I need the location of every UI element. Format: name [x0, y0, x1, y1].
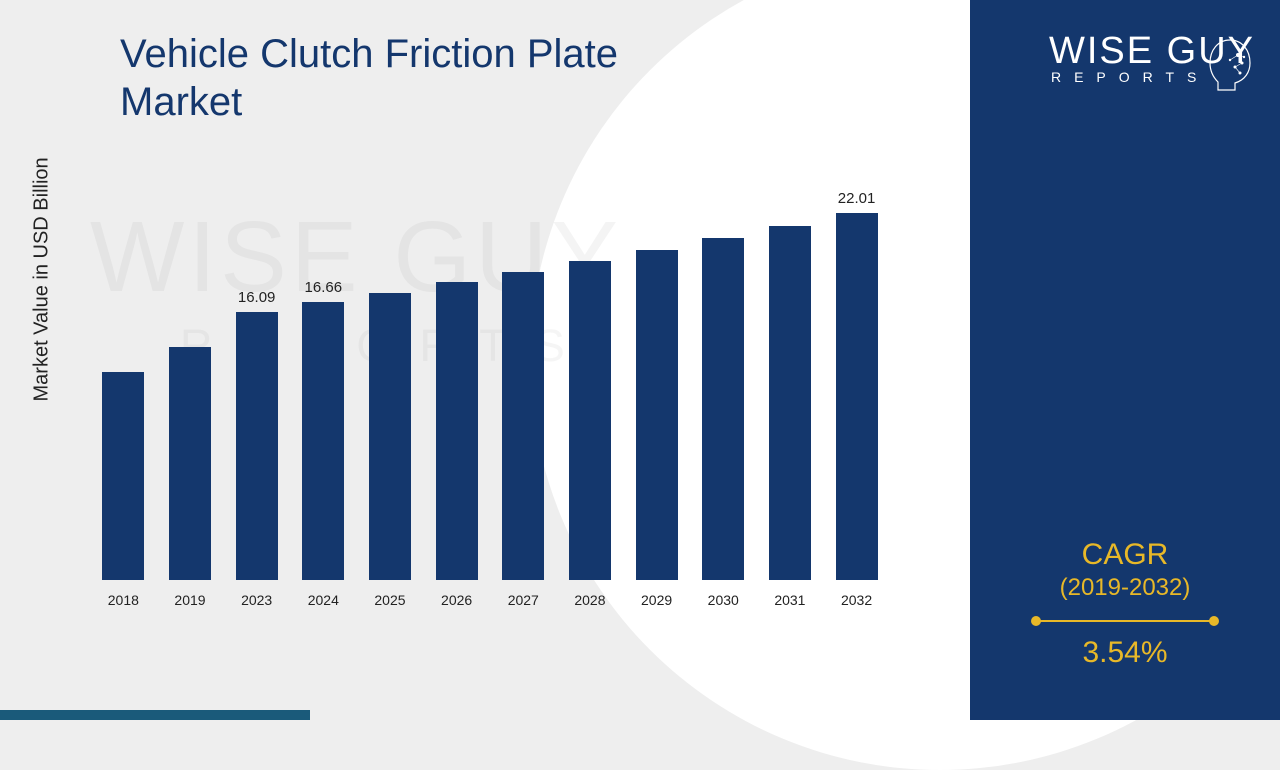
- bar-wrap: [161, 347, 219, 580]
- x-tick-label: 2027: [494, 592, 552, 608]
- chart-title: Vehicle Clutch Friction Plate Market: [120, 30, 740, 126]
- cagr-range: (2019-2032): [1010, 574, 1240, 602]
- bar-value-label: 22.01: [838, 190, 876, 207]
- cagr-title: CAGR: [1010, 538, 1240, 572]
- cagr-divider: [1035, 620, 1215, 622]
- x-tick-label: 2031: [761, 592, 819, 608]
- x-axis-labels: 2018 2019 2023 2024 2025 2026 2027 2028 2029 2030…: [90, 592, 890, 608]
- bar-wrap: [628, 250, 686, 581]
- bar: [102, 372, 144, 580]
- bar: [769, 226, 811, 580]
- x-tick-label: 2019: [161, 592, 219, 608]
- x-tick-label: 2025: [361, 592, 419, 608]
- bar-chart: 16.09 16.66 22.01 2018 2019 2023 2024 2025 2026…: [80, 160, 900, 620]
- x-tick-label: 2029: [628, 592, 686, 608]
- cagr-box: CAGR (2019-2032) 3.54%: [1010, 538, 1240, 670]
- head-icon: [1200, 35, 1260, 95]
- bar-wrap: [428, 282, 486, 580]
- brand-logo: WISE GUY REPORTS: [1049, 30, 1255, 85]
- bar-wrap: 16.66: [294, 279, 352, 580]
- bar: [569, 261, 611, 580]
- bar: [436, 282, 478, 580]
- x-tick-label: 2032: [828, 592, 886, 608]
- x-tick-label: 2030: [694, 592, 752, 608]
- y-axis-label: Market Value in USD Billion: [31, 157, 54, 401]
- bar-wrap: [94, 372, 152, 580]
- bar-wrap: 16.09: [228, 289, 286, 580]
- bar: [369, 293, 411, 581]
- x-tick-label: 2024: [294, 592, 352, 608]
- bar-wrap: [561, 261, 619, 580]
- bar-wrap: [361, 293, 419, 581]
- bar-value-label: 16.66: [305, 279, 343, 296]
- bar: [236, 312, 278, 580]
- x-tick-label: 2018: [94, 592, 152, 608]
- bar: [836, 213, 878, 580]
- bar: [702, 238, 744, 580]
- bar: [302, 302, 344, 580]
- x-tick-label: 2023: [228, 592, 286, 608]
- cagr-value: 3.54%: [1010, 636, 1240, 670]
- bar-wrap: [761, 226, 819, 580]
- bar-wrap: [494, 272, 552, 580]
- bars-container: 16.09 16.66 22.01: [90, 170, 890, 580]
- bar: [169, 347, 211, 580]
- x-tick-label: 2028: [561, 592, 619, 608]
- bar: [502, 272, 544, 580]
- bar-wrap: 22.01: [828, 190, 886, 580]
- bar-wrap: [694, 238, 752, 580]
- bar-value-label: 16.09: [238, 289, 276, 306]
- bar: [636, 250, 678, 581]
- bottom-accent-bar: [0, 710, 310, 720]
- x-tick-label: 2026: [428, 592, 486, 608]
